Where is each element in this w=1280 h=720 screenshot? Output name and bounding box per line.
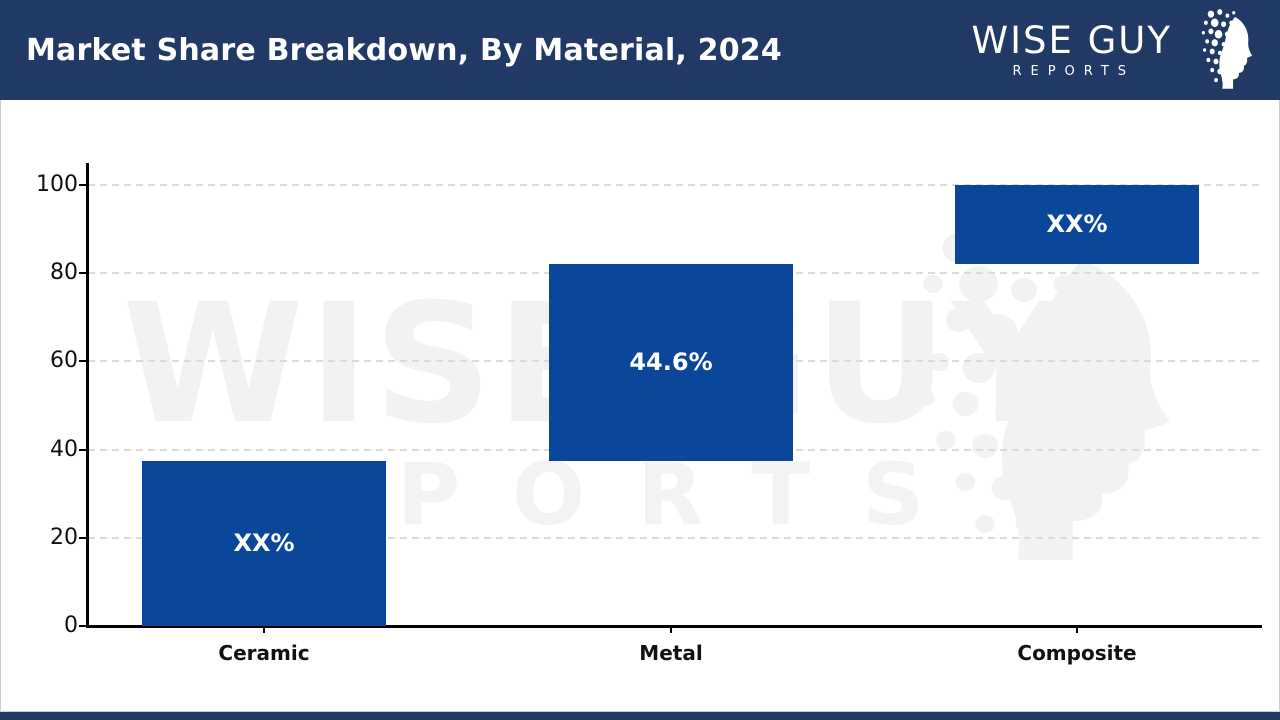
figure-border-bottom	[0, 711, 1280, 712]
x-axis	[86, 625, 1262, 628]
y-tick-mark	[79, 272, 88, 275]
x-tick-mark	[263, 627, 265, 633]
y-tick-mark	[79, 625, 88, 627]
logo-subtitle: REPORTS	[1012, 64, 1136, 79]
dotted-face-icon	[1201, 9, 1253, 89]
x-tick-mark	[670, 627, 672, 633]
y-tick-label: 60	[50, 348, 78, 374]
y-tick-label: 0	[64, 613, 78, 638]
bar-ceramic: XX%	[142, 460, 386, 626]
bar-value-label: XX%	[233, 529, 295, 558]
bar-metal: 44.6%	[549, 263, 793, 461]
x-tick-label: Composite	[1017, 641, 1137, 665]
y-axis	[86, 163, 89, 628]
y-tick-label: 20	[50, 524, 78, 550]
gridline	[88, 536, 1262, 539]
wiseguy-logo: WISE GUY REPORTS	[972, 7, 1254, 93]
x-tick-label: Ceramic	[218, 641, 310, 665]
y-tick-mark	[79, 184, 88, 186]
y-tick-label: 100	[36, 172, 78, 197]
gridline	[88, 184, 1262, 186]
y-tick-mark	[79, 360, 88, 363]
x-tick-label: Metal	[639, 641, 703, 665]
y-tick-mark	[79, 536, 88, 539]
header-bar: Market Share Breakdown, By Material, 202…	[0, 0, 1280, 100]
bar-value-label: XX%	[1046, 210, 1108, 239]
y-tick-mark	[79, 448, 88, 451]
y-tick-label: 80	[50, 260, 78, 286]
x-tick-mark	[1076, 627, 1078, 633]
logo-text: WISE GUY REPORTS	[972, 22, 1172, 78]
page-title: Market Share Breakdown, By Material, 202…	[26, 32, 782, 68]
chart-area: WISE GUY REPORTS 0 20 40 60 80 100 XX% Ceramic 4…	[0, 100, 1280, 712]
y-tick-label: 40	[50, 436, 78, 462]
bar-composite: XX%	[955, 185, 1199, 264]
footer-bar	[0, 712, 1280, 720]
logo-wordmark: WISE GUY	[971, 19, 1172, 62]
bar-value-label: 44.6%	[629, 348, 713, 377]
